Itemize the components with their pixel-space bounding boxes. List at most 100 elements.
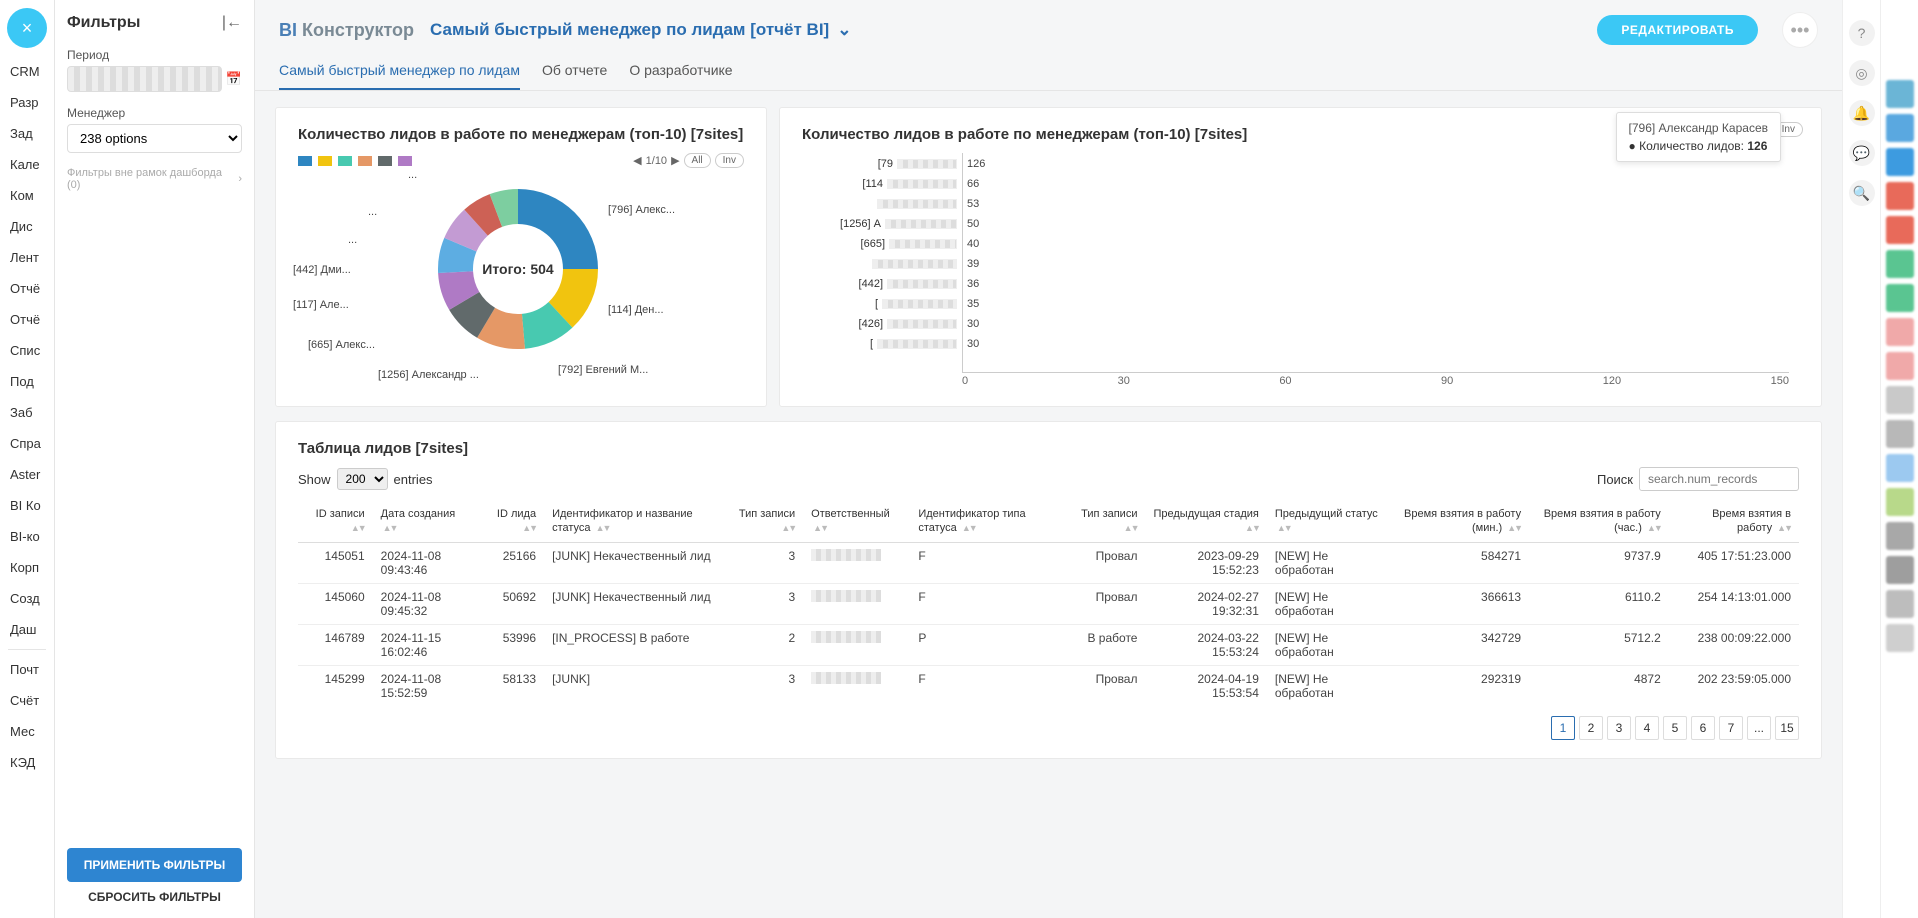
report-title-dropdown[interactable]: Самый быстрый менеджер по лидам [отчёт B…: [430, 20, 851, 40]
nav-item[interactable]: Мес: [0, 716, 54, 747]
sidebar-tile[interactable]: [1886, 352, 1914, 380]
sidebar-tile[interactable]: [1886, 386, 1914, 414]
calendar-icon[interactable]: 📅: [226, 71, 242, 87]
nav-item[interactable]: Лент: [0, 242, 54, 273]
page-button[interactable]: 2: [1579, 716, 1603, 740]
tab[interactable]: О разработчике: [629, 62, 732, 90]
manager-select[interactable]: 238 options: [67, 124, 242, 153]
sidebar-tile[interactable]: [1886, 80, 1914, 108]
sidebar-icon[interactable]: ◎: [1849, 60, 1875, 86]
bars-area[interactable]: [79126 [11466 53 [1256] А50 [665]40 39 [442]36…: [962, 153, 1789, 373]
sidebar-tile[interactable]: [1886, 522, 1914, 550]
donut-area[interactable]: Итого: 504 [796] Алекс...[114] Ден...[79…: [298, 174, 744, 394]
table-header[interactable]: ID лида ▲▼: [478, 501, 544, 542]
nav-item[interactable]: Кале: [0, 149, 54, 180]
bar-row[interactable]: [11466: [963, 177, 979, 191]
sidebar-icon[interactable]: 🔍: [1849, 180, 1875, 206]
pager-next-icon[interactable]: ▶: [671, 154, 679, 167]
nav-item[interactable]: КЭД: [0, 747, 54, 778]
page-button[interactable]: 4: [1635, 716, 1659, 740]
nav-item[interactable]: Заб: [0, 397, 54, 428]
table-header[interactable]: Предыдущий статус ▲▼: [1267, 501, 1387, 542]
page-button[interactable]: 15: [1775, 716, 1799, 740]
table-header[interactable]: Тип записи ▲▼: [1065, 501, 1145, 542]
all-pill[interactable]: All: [684, 153, 711, 168]
sidebar-tile[interactable]: [1886, 318, 1914, 346]
sidebar-icon[interactable]: 🔔: [1849, 100, 1875, 126]
period-input[interactable]: [67, 66, 222, 92]
nav-item[interactable]: BI Ко: [0, 490, 54, 521]
pager-prev-icon[interactable]: ◀: [633, 154, 641, 167]
bar-row[interactable]: 53: [963, 197, 979, 211]
nav-item[interactable]: Разр: [0, 87, 54, 118]
sidebar-tile[interactable]: [1886, 284, 1914, 312]
table-row[interactable]: 1450602024-11-08 09:45:3250692[JUNK] Нек…: [298, 583, 1799, 624]
edit-button[interactable]: РЕДАКТИРОВАТЬ: [1597, 15, 1758, 45]
reset-filters-button[interactable]: СБРОСИТЬ ФИЛЬТРЫ: [67, 890, 242, 904]
page-button[interactable]: 1: [1551, 716, 1575, 740]
nav-item[interactable]: Отчё: [0, 273, 54, 304]
table-header[interactable]: Время взятия в работу (мин.) ▲▼: [1387, 501, 1529, 542]
close-button[interactable]: ×: [7, 8, 47, 48]
table-header[interactable]: Время взятия в работу ▲▼: [1669, 501, 1799, 542]
sidebar-tile[interactable]: [1886, 182, 1914, 210]
bar-row[interactable]: 39: [963, 257, 979, 271]
nav-item[interactable]: BI-ко: [0, 521, 54, 552]
nav-item[interactable]: Спис: [0, 335, 54, 366]
page-button[interactable]: 3: [1607, 716, 1631, 740]
inv-pill[interactable]: Inv: [715, 153, 744, 168]
table-header[interactable]: Время взятия в работу (час.) ▲▼: [1529, 501, 1669, 542]
sidebar-tile[interactable]: [1886, 250, 1914, 278]
sidebar-tile[interactable]: [1886, 590, 1914, 618]
page-button[interactable]: 7: [1719, 716, 1743, 740]
table-header[interactable]: Тип записи ▲▼: [725, 501, 803, 542]
collapse-filters-icon[interactable]: |←: [222, 14, 242, 32]
table-header[interactable]: ID записи ▲▼: [298, 501, 373, 542]
bar-row[interactable]: [35: [963, 297, 979, 311]
tab[interactable]: Об отчете: [542, 62, 607, 90]
nav-item[interactable]: Спра: [0, 428, 54, 459]
sidebar-tile[interactable]: [1886, 114, 1914, 142]
table-header[interactable]: Идентификатор и название статуса ▲▼: [544, 501, 725, 542]
nav-item[interactable]: Даш: [0, 614, 54, 645]
nav-item[interactable]: Счёт: [0, 685, 54, 716]
bar-row[interactable]: [1256] А50: [963, 217, 979, 231]
nav-item[interactable]: Под: [0, 366, 54, 397]
page-button[interactable]: ...: [1747, 716, 1771, 740]
bar-row[interactable]: [79126: [963, 157, 985, 171]
bar-row[interactable]: [426]30: [963, 317, 979, 331]
sidebar-icon[interactable]: 💬: [1849, 140, 1875, 166]
nav-item[interactable]: Aster: [0, 459, 54, 490]
page-button[interactable]: 6: [1691, 716, 1715, 740]
page-button[interactable]: 5: [1663, 716, 1687, 740]
bar-row[interactable]: [665]40: [963, 237, 979, 251]
bar-row[interactable]: [442]36: [963, 277, 979, 291]
table-row[interactable]: 1467892024-11-15 16:02:4653996[IN_PROCES…: [298, 624, 1799, 665]
nav-item[interactable]: Почт: [0, 654, 54, 685]
table-row[interactable]: 1450512024-11-08 09:43:4625166[JUNK] Нек…: [298, 542, 1799, 583]
table-header[interactable]: Предыдущая стадия ▲▼: [1145, 501, 1266, 542]
apply-filters-button[interactable]: ПРИМЕНИТЬ ФИЛЬТРЫ: [67, 848, 242, 882]
more-menu-button[interactable]: •••: [1782, 12, 1818, 48]
nav-item[interactable]: Отчё: [0, 304, 54, 335]
table-header[interactable]: Дата создания ▲▼: [373, 501, 479, 542]
sidebar-tile[interactable]: [1886, 624, 1914, 652]
nav-item[interactable]: Ком: [0, 180, 54, 211]
sidebar-tile[interactable]: [1886, 216, 1914, 244]
tab[interactable]: Самый быстрый менеджер по лидам: [279, 62, 520, 90]
table-header[interactable]: Идентификатор типа статуса ▲▼: [910, 501, 1065, 542]
nav-item[interactable]: CRM: [0, 56, 54, 87]
sidebar-tile[interactable]: [1886, 556, 1914, 584]
sidebar-icon[interactable]: ?: [1849, 20, 1875, 46]
sidebar-tile[interactable]: [1886, 488, 1914, 516]
nav-item[interactable]: Дис: [0, 211, 54, 242]
nav-item[interactable]: Корп: [0, 552, 54, 583]
bar-row[interactable]: [30: [963, 337, 979, 351]
table-search-input[interactable]: [1639, 467, 1799, 491]
nav-item[interactable]: Зад: [0, 118, 54, 149]
table-row[interactable]: 1452992024-11-08 15:52:5958133[JUNK]3FПр…: [298, 665, 1799, 706]
nav-item[interactable]: Созд: [0, 583, 54, 614]
page-size-select[interactable]: 200: [337, 468, 388, 490]
external-filters-toggle[interactable]: Фильтры вне рамок дашборда (0)›: [67, 167, 242, 191]
sidebar-tile[interactable]: [1886, 420, 1914, 448]
